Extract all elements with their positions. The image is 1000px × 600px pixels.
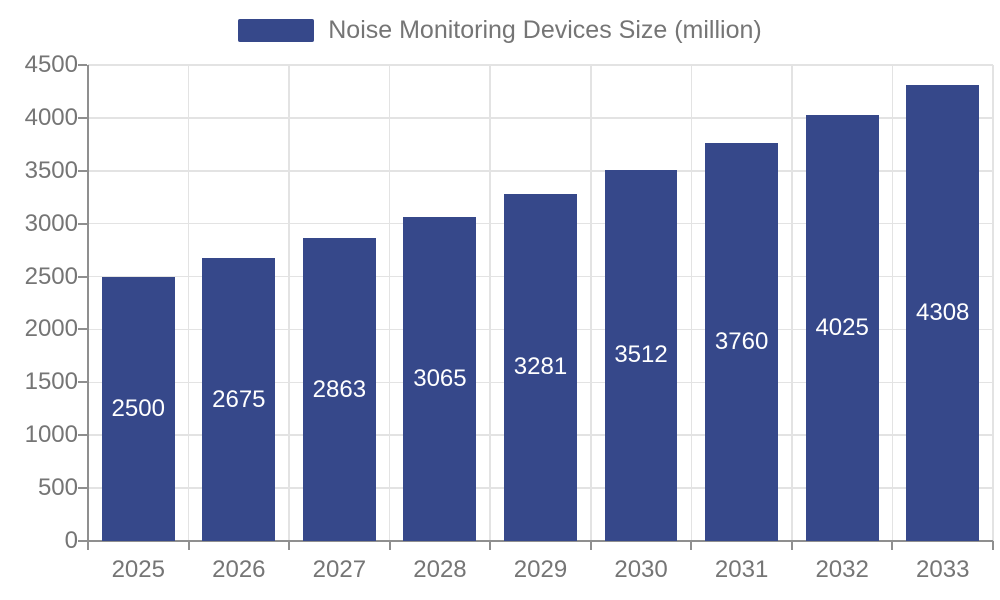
y-axis-tick xyxy=(78,275,87,278)
x-tick-label: 2030 xyxy=(614,556,668,583)
bar-2033[interactable]: 4308 xyxy=(906,85,980,541)
h-gridline xyxy=(88,64,993,66)
v-gridline xyxy=(489,65,491,541)
bar-2030[interactable]: 3512 xyxy=(604,169,678,541)
v-gridline xyxy=(891,65,894,541)
x-axis-tick xyxy=(891,541,894,550)
x-tick-label: 2025 xyxy=(111,556,165,583)
bar-value-label: 3760 xyxy=(714,328,769,356)
bar-2028[interactable]: 3065 xyxy=(403,216,477,541)
bar-value-label: 4025 xyxy=(815,314,869,342)
y-tick-label: 1000 xyxy=(24,421,78,449)
y-axis-tick xyxy=(78,381,87,384)
bar-2031[interactable]: 3760 xyxy=(705,143,779,541)
legend-label: Noise Monitoring Devices Size (million) xyxy=(328,16,762,44)
y-axis-tick xyxy=(78,328,87,331)
x-axis-tick xyxy=(288,541,291,550)
x-tick-label: 2031 xyxy=(714,556,769,583)
y-tick-label: 4500 xyxy=(24,51,78,78)
bar-2026[interactable]: 2675 xyxy=(202,258,276,541)
bar-value-label: 2500 xyxy=(111,394,165,422)
y-axis-tick xyxy=(78,169,87,172)
x-axis-line xyxy=(79,540,993,542)
bar-2029[interactable]: 3281 xyxy=(504,193,577,541)
x-axis-tick xyxy=(690,541,693,550)
h-gridline xyxy=(88,170,993,172)
x-tick-label: 2029 xyxy=(513,556,568,583)
x-axis-tick xyxy=(992,541,994,550)
x-axis-tick xyxy=(388,541,391,550)
y-tick-label: 3500 xyxy=(24,156,78,184)
v-gridline xyxy=(388,65,391,541)
x-axis-tick xyxy=(187,541,190,550)
bar-value-label: 3065 xyxy=(413,364,467,392)
y-axis-tick xyxy=(78,64,87,66)
x-tick-label: 2028 xyxy=(413,556,467,583)
bar-value-label: 2675 xyxy=(212,385,266,413)
v-gridline xyxy=(992,65,994,541)
legend: Noise Monitoring Devices Size (million) xyxy=(0,16,1000,45)
y-tick-label: 2000 xyxy=(24,315,78,343)
y-tick-label: 0 xyxy=(64,527,78,554)
x-tick-label: 2027 xyxy=(312,556,367,583)
bar-2025[interactable]: 2500 xyxy=(101,276,175,541)
v-gridline xyxy=(791,65,793,541)
bar-value-label: 3281 xyxy=(513,353,568,381)
bar-value-label: 2863 xyxy=(312,375,367,403)
y-tick-label: 500 xyxy=(37,474,78,502)
y-tick-label: 2500 xyxy=(24,262,78,290)
x-axis-tick xyxy=(790,541,793,550)
x-tick-label: 2033 xyxy=(916,556,970,583)
legend-item[interactable]: Noise Monitoring Devices Size (million) xyxy=(238,16,762,45)
bar-value-label: 3512 xyxy=(614,341,668,369)
x-axis-tick xyxy=(589,541,592,550)
y-tick-label: 3000 xyxy=(24,209,78,237)
bar-value-label: 4308 xyxy=(916,299,970,327)
y-axis-tick xyxy=(78,116,87,119)
x-axis-tick xyxy=(489,541,492,550)
x-tick-label: 2032 xyxy=(815,556,869,583)
y-axis-tick xyxy=(78,487,87,490)
bar-2032[interactable]: 4025 xyxy=(805,115,879,541)
v-gridline xyxy=(690,65,693,541)
v-gridline xyxy=(187,65,190,541)
y-axis-line xyxy=(87,65,89,549)
y-axis-tick xyxy=(78,222,87,225)
v-gridline xyxy=(590,65,592,541)
y-tick-label: 1500 xyxy=(24,368,78,396)
x-axis-labels: 2025 2026 2027 2028 2029 2030 2031 2032 2033 xyxy=(88,556,993,586)
y-tick-label: 4000 xyxy=(24,103,78,131)
h-gridline xyxy=(88,117,993,119)
v-gridline xyxy=(288,65,290,541)
legend-swatch xyxy=(238,19,315,42)
plot-area: 2500 2675 2863 3065 3281 3512 3760 4025 4308 xyxy=(78,64,994,550)
y-axis-labels: 0 500 1000 1500 2000 2500 3000 3500 4000 4500 xyxy=(0,53,80,553)
x-tick-label: 2026 xyxy=(212,556,266,583)
bar-2027[interactable]: 2863 xyxy=(302,238,376,541)
y-axis-tick xyxy=(78,434,87,437)
